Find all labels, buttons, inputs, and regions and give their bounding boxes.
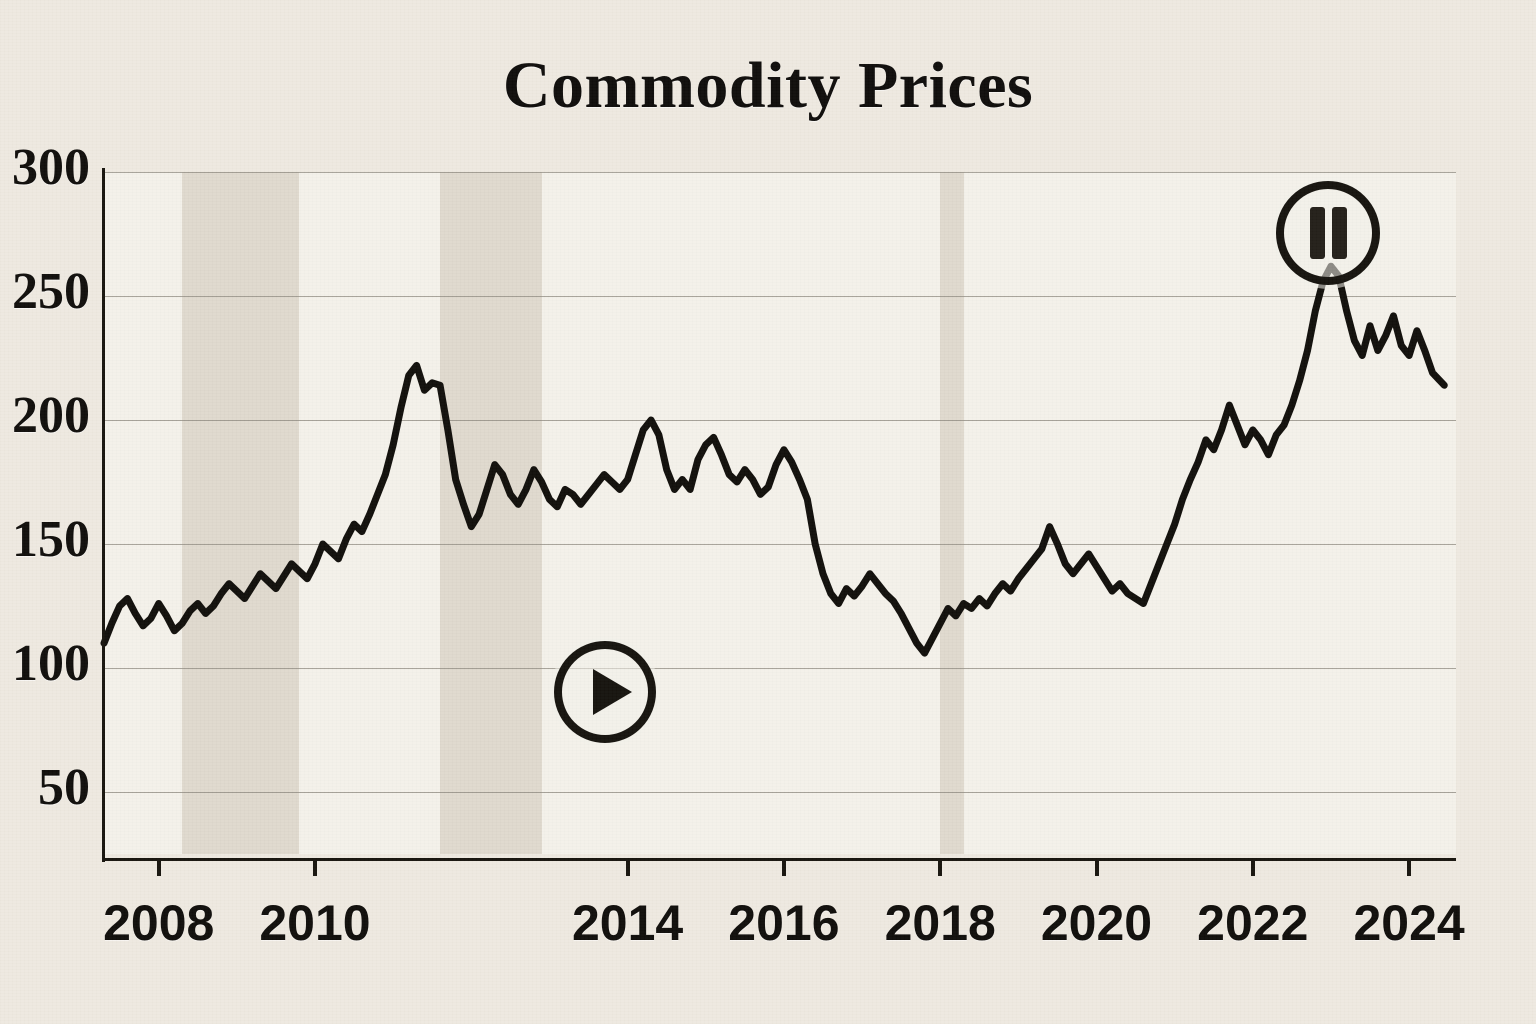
y-tick-label-150: 150 — [12, 511, 90, 568]
plot-area[interactable] — [100, 172, 1456, 854]
x-tick-mark-2024 — [1407, 861, 1412, 876]
x-tick-mark-2018 — [938, 861, 943, 876]
gridline-150 — [104, 544, 1456, 545]
gridline-100 — [104, 668, 1456, 669]
x-tick-label-2020: 2020 — [1040, 895, 1153, 951]
gridline-50 — [104, 792, 1456, 793]
x-tick-label-2014: 2014 — [571, 895, 684, 951]
x-tick-label-2016: 2016 — [728, 895, 840, 951]
y-tick-label-100: 100 — [12, 635, 90, 692]
pause-button[interactable] — [1272, 177, 1384, 289]
x-tick-mark-2022 — [1250, 861, 1255, 876]
y-tick-label-250: 250 — [12, 263, 90, 320]
x-tick-mark-2008 — [156, 861, 161, 876]
recession-band-3 — [940, 172, 964, 854]
gridline-200 — [104, 420, 1456, 421]
x-tick-mark-2014 — [625, 861, 630, 876]
x-tick-label-2008: 2008 — [103, 895, 215, 951]
x-tick-mark-2010 — [313, 861, 317, 876]
x-tick-label-2022: 2022 — [1197, 895, 1309, 951]
y-tick-label-50: 50 — [38, 759, 90, 816]
y-axis-spine — [102, 168, 105, 862]
play-button[interactable] — [550, 637, 660, 747]
pause-icon — [1276, 181, 1380, 285]
x-tick-label-2018: 2018 — [884, 895, 996, 951]
x-tick-mark-2020 — [1094, 861, 1099, 876]
recession-band-1 — [182, 172, 300, 854]
play-icon — [554, 641, 656, 743]
x-tick-mark-2016 — [781, 861, 786, 876]
gridline-250 — [104, 296, 1456, 297]
x-tick-label-2024: 2024 — [1353, 895, 1465, 951]
gridline-300 — [104, 172, 1456, 173]
x-tick-label-2010: 2010 — [259, 895, 371, 951]
series-path — [100, 262, 1448, 657]
recession-band-2 — [440, 172, 542, 854]
y-tick-label-200: 200 — [12, 387, 90, 444]
price-series-line — [100, 262, 1448, 657]
page-title: Commodity Prices — [502, 49, 1034, 122]
y-tick-label-300: 300 — [12, 139, 90, 196]
x-axis-spine — [102, 858, 1456, 861]
